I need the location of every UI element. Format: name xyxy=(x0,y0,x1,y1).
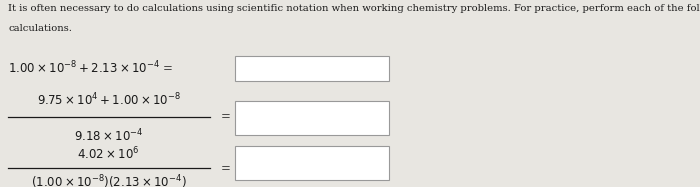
Text: $1.00 \times 10^{-8} + 2.13 \times 10^{-4}$ =: $1.00 \times 10^{-8} + 2.13 \times 10^{-… xyxy=(8,60,174,76)
Text: calculations.: calculations. xyxy=(8,24,72,33)
Text: $9.18 \times 10^{-4}$: $9.18 \times 10^{-4}$ xyxy=(74,127,144,144)
Text: $9.75 \times 10^{4} + 1.00 \times 10^{-8}$: $9.75 \times 10^{4} + 1.00 \times 10^{-8… xyxy=(36,92,181,108)
Text: $\left(1.00 \times 10^{-8}\right)\left(2.13 \times 10^{-4}\right)$: $\left(1.00 \times 10^{-8}\right)\left(2… xyxy=(31,174,186,187)
FancyBboxPatch shape xyxy=(234,101,388,135)
Text: $4.02 \times 10^{6}$: $4.02 \times 10^{6}$ xyxy=(77,146,140,163)
FancyBboxPatch shape xyxy=(234,56,388,81)
Text: =: = xyxy=(220,110,230,123)
FancyBboxPatch shape xyxy=(234,146,388,180)
Text: =: = xyxy=(220,162,230,175)
Text: It is often necessary to do calculations using scientific notation when working : It is often necessary to do calculations… xyxy=(8,4,700,13)
